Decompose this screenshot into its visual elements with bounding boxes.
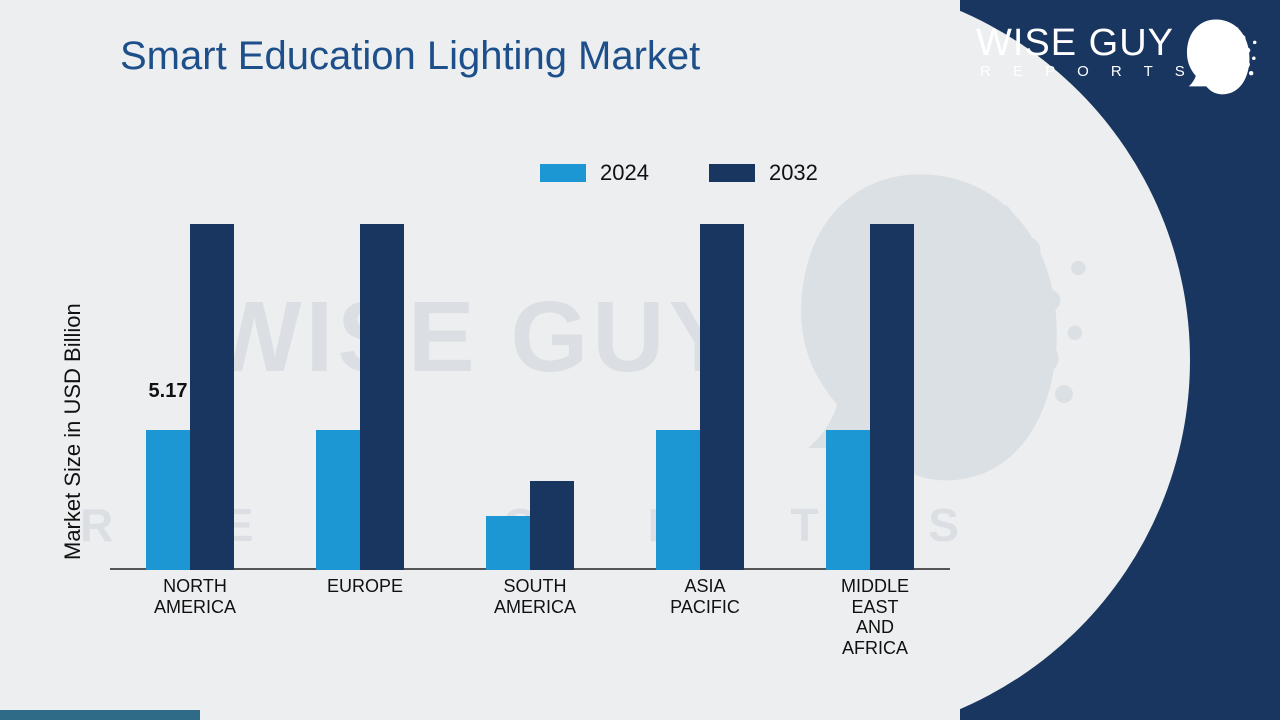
legend-label: 2024 [600,160,649,186]
bar [656,430,700,570]
legend-swatch [540,164,586,182]
category-label: ASIA PACIFIC [670,576,740,617]
category-label: EUROPE [327,576,403,597]
category-label: MIDDLE EAST AND AFRICA [841,576,909,659]
value-label: 5.17 [149,380,188,403]
legend-swatch [709,164,755,182]
brand-head-icon [1172,16,1260,104]
plot-area: 5.17 [110,200,950,570]
category-label: NORTH AMERICA [154,576,236,617]
bar [486,516,530,570]
y-axis-label: Market Size in USD Billion [60,303,86,560]
bar [190,224,234,570]
chart-canvas: WISE GUY R E P O R T S Smart Education L… [0,0,1280,720]
bar [146,430,190,570]
legend: 2024 2032 [540,160,818,186]
legend-item-2032: 2032 [709,160,818,186]
bar [826,430,870,570]
bar [530,481,574,570]
brand-panel [960,0,1280,720]
legend-item-2024: 2024 [540,160,649,186]
category-label: SOUTH AMERICA [494,576,576,617]
legend-label: 2032 [769,160,818,186]
chart-title: Smart Education Lighting Market [120,34,700,79]
bar [360,224,404,570]
footer-accent-bar [0,710,200,720]
bar [316,430,360,570]
bar [700,224,744,570]
bar [870,224,914,570]
